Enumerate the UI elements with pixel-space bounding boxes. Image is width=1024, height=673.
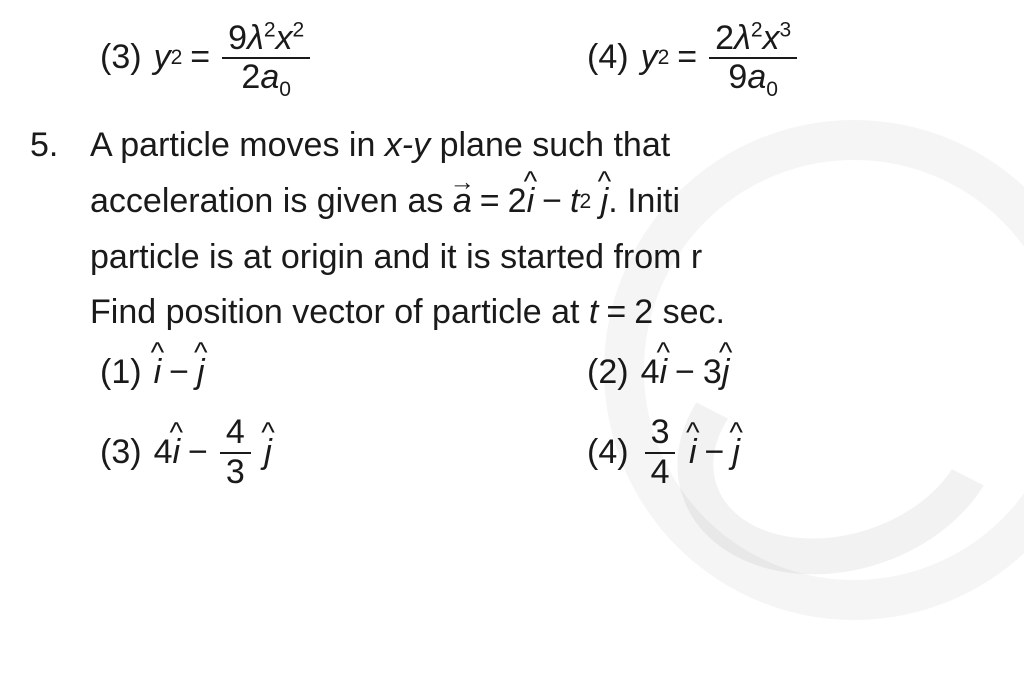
text: . Initi bbox=[608, 182, 680, 220]
prev-option-3: (3) y2 = 9λ2x2 2a0 bbox=[30, 20, 517, 97]
text: plane such that bbox=[430, 126, 670, 164]
question-5: 5. A particle moves in x-y plane such th… bbox=[30, 123, 1004, 337]
opt1-expr: i−j bbox=[154, 350, 205, 396]
option-label: (4) bbox=[587, 35, 629, 81]
q5-line3: particle is at origin and it is started … bbox=[90, 235, 1004, 281]
q5-line4: Find position vector of particle at t=2 … bbox=[90, 290, 1004, 336]
prev-eq-3: y2 = 9λ2x2 2a0 bbox=[154, 20, 315, 97]
frac-den: 4 bbox=[645, 454, 676, 491]
option-label: (3) bbox=[100, 430, 142, 476]
q5-option-2: (2) 4i−3j bbox=[517, 350, 1004, 396]
frac-num: 4 bbox=[220, 414, 251, 453]
question-number: 5. bbox=[30, 123, 90, 169]
option-label: (1) bbox=[100, 350, 142, 396]
opt2-expr: 4i−3j bbox=[641, 350, 730, 396]
text: Find position vector of particle at bbox=[90, 293, 589, 331]
text: A particle moves in bbox=[90, 126, 385, 164]
prev-eq-4: y2 = 2λ2x3 9a0 bbox=[641, 20, 802, 97]
option-label: (4) bbox=[587, 430, 629, 476]
frac-den: 3 bbox=[220, 454, 251, 491]
q5-line2: acceleration is given as a=2i−t2 j . Ini… bbox=[90, 179, 1004, 225]
question-body: A particle moves in x-y plane such that … bbox=[90, 123, 1004, 337]
accel-expr: a=2i−t2 j bbox=[453, 179, 608, 225]
opt3-expr: 4i− 4 3 j bbox=[154, 414, 272, 491]
q5-option-4: (4) 3 4 i−j bbox=[517, 414, 1004, 491]
q5-option-1: (1) i−j bbox=[30, 350, 517, 396]
page: (3) y2 = 9λ2x2 2a0 (4) y2 = 2λ2x3 9a0 bbox=[0, 0, 1024, 673]
time-expr: t=2 bbox=[589, 290, 653, 336]
prev-options-row: (3) y2 = 9λ2x2 2a0 (4) y2 = 2λ2x3 9a0 bbox=[30, 20, 1004, 97]
text: acceleration is given as bbox=[90, 182, 453, 220]
q5-option-3: (3) 4i− 4 3 j bbox=[30, 414, 517, 491]
prev-option-4: (4) y2 = 2λ2x3 9a0 bbox=[517, 20, 1004, 97]
q5-line1: A particle moves in x-y plane such that bbox=[90, 123, 1004, 169]
q5-options-row-1: (1) i−j (2) 4i−3j bbox=[30, 350, 1004, 396]
q5-options-row-2: (3) 4i− 4 3 j (4) 3 4 i−j bbox=[30, 414, 1004, 491]
frac-num: 3 bbox=[645, 414, 676, 453]
option-label: (3) bbox=[100, 35, 142, 81]
option-label: (2) bbox=[587, 350, 629, 396]
xy-plane: x-y bbox=[385, 126, 430, 164]
opt4-expr: 3 4 i−j bbox=[641, 414, 740, 491]
text: sec. bbox=[653, 293, 725, 331]
